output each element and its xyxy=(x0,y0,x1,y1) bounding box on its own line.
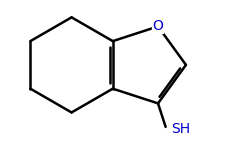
Text: O: O xyxy=(153,19,163,33)
Text: SH: SH xyxy=(171,122,191,136)
